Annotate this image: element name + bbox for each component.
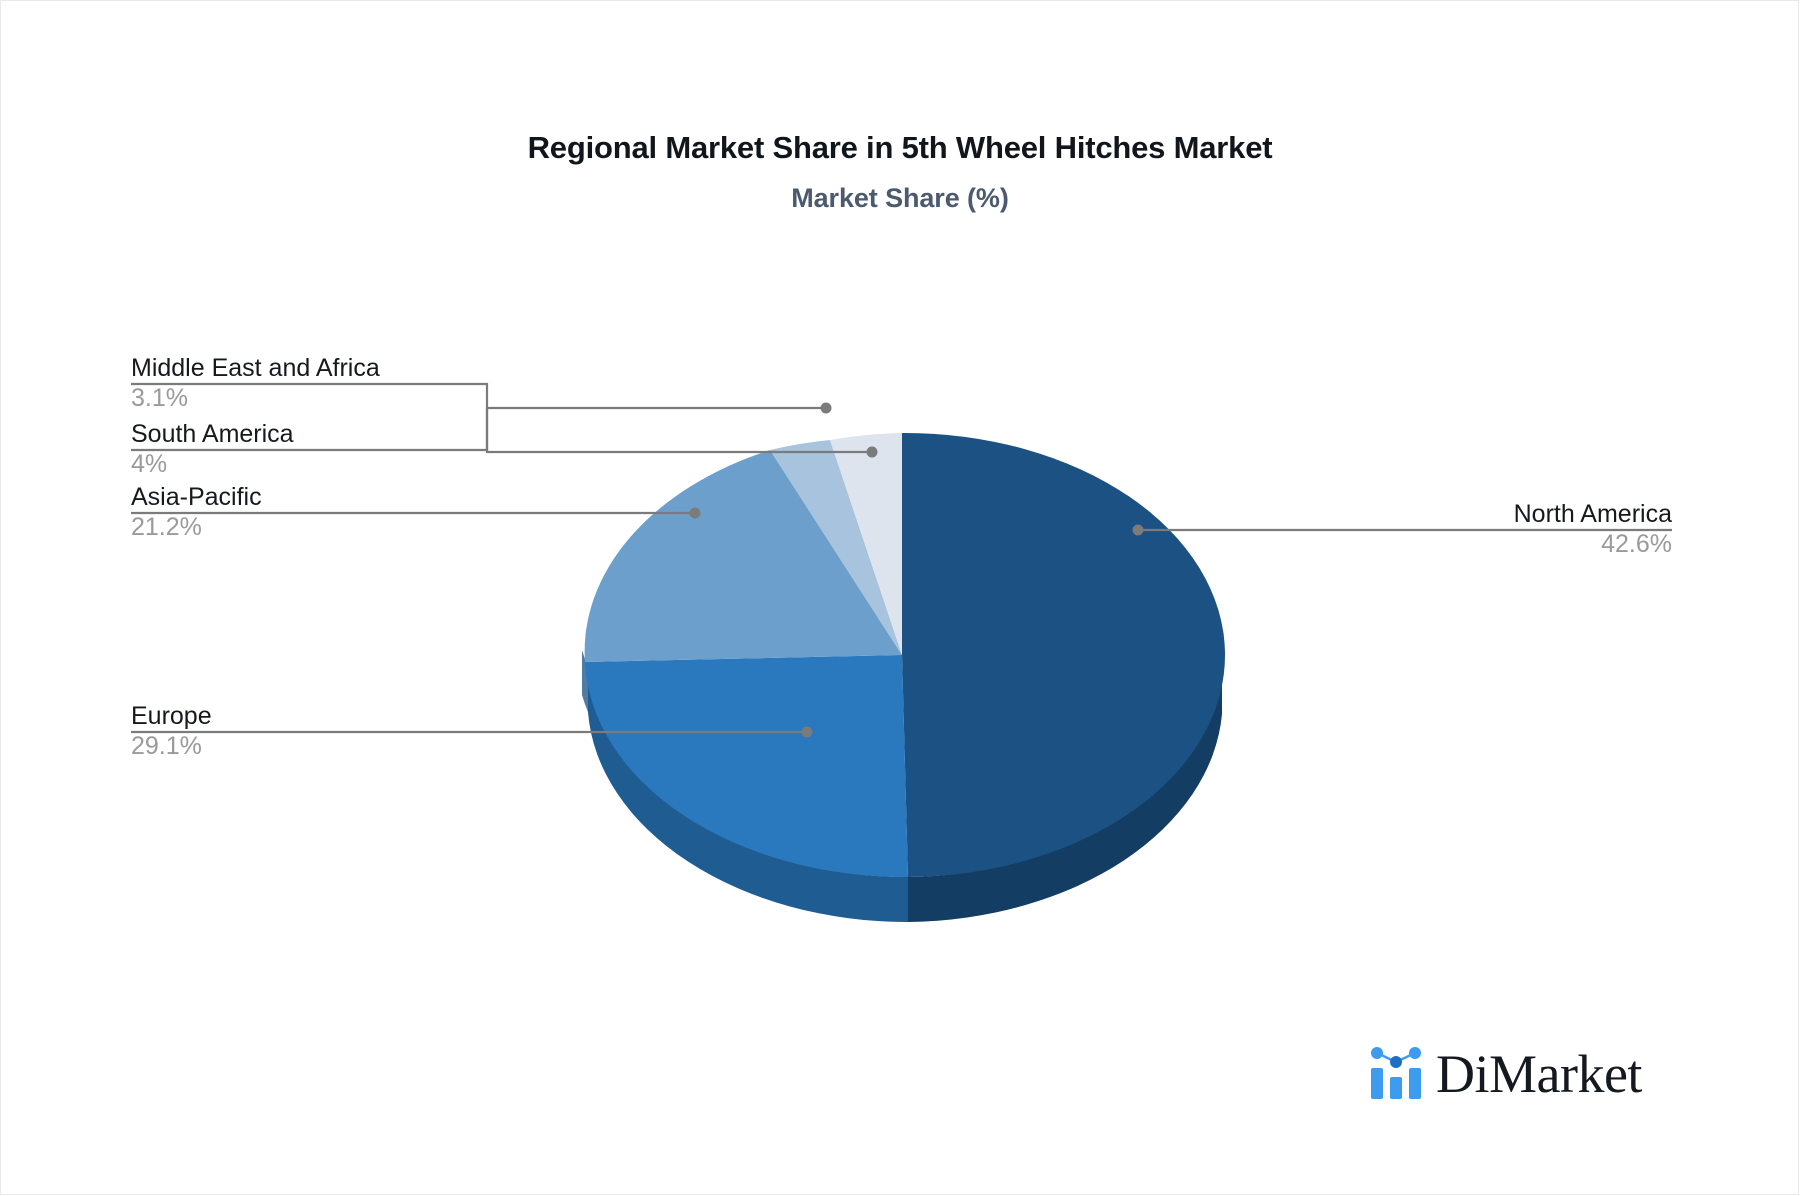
pie-slice-middle-east-and-africa — [830, 433, 902, 655]
pie-top-face — [584, 432, 1226, 878]
pie-depth-europe — [588, 667, 908, 923]
callout-label-north-america: North America — [1513, 500, 1672, 528]
leader-lines — [131, 382, 1672, 738]
pie-slice-north-america — [902, 432, 1226, 877]
leader-dot-north-america — [1132, 524, 1144, 536]
bar-chart-logo-icon — [1371, 1047, 1421, 1099]
callout-value-south-america: 4% — [131, 450, 168, 478]
callout-south-america: South America 4% — [131, 419, 294, 479]
callout-middle-east-and-africa: Middle East and Africa 3.1% — [131, 353, 380, 413]
callout-label-asia-pacific: Asia-Pacific — [131, 483, 262, 511]
callout-label-europe: Europe — [131, 702, 212, 730]
pie-slice-south-america — [770, 440, 902, 655]
leader-dot-europe — [801, 726, 813, 738]
dimarket-logo: DiMarket — [1368, 1046, 1642, 1102]
dimarket-wordmark: DiMarket — [1436, 1044, 1642, 1104]
callout-europe: Europe 29.1% — [131, 701, 212, 761]
callout-label-south-america: South America — [131, 420, 294, 448]
leader-dot-middle-east-and-africa — [866, 446, 878, 458]
callout-value-europe: 29.1% — [131, 732, 202, 760]
callout-asia-pacific: Asia-Pacific 21.2% — [131, 482, 262, 542]
callout-label-middle-east-and-africa: Middle East and Africa — [131, 354, 380, 382]
leader-line-south-america — [131, 406, 826, 452]
chart-subtitle: Market Share (%) — [791, 183, 1009, 213]
callout-value-middle-east-and-africa: 3.1% — [131, 384, 188, 412]
pie-slice-asia-pacific — [584, 450, 902, 662]
pie-depth-north-america — [908, 669, 1222, 922]
callout-value-asia-pacific: 21.2% — [131, 513, 202, 541]
pie-slice-europe — [585, 655, 908, 878]
callout-value-north-america: 42.6% — [1601, 530, 1672, 558]
leader-dot-south-america — [820, 402, 832, 414]
chart-title: Regional Market Share in 5th Wheel Hitch… — [527, 130, 1273, 165]
leader-dot-asia-pacific — [689, 507, 701, 519]
callout-north-america: North America 42.6% — [1172, 499, 1672, 559]
